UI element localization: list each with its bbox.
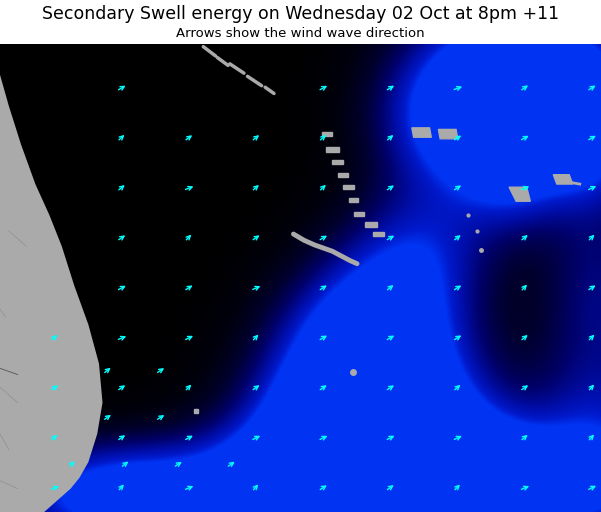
Polygon shape bbox=[509, 187, 530, 201]
Polygon shape bbox=[554, 175, 573, 184]
Polygon shape bbox=[343, 185, 353, 189]
Polygon shape bbox=[0, 75, 103, 512]
Polygon shape bbox=[365, 222, 377, 227]
Polygon shape bbox=[438, 130, 458, 139]
Polygon shape bbox=[332, 160, 343, 164]
Polygon shape bbox=[338, 173, 348, 177]
Polygon shape bbox=[349, 198, 358, 202]
Polygon shape bbox=[326, 147, 338, 152]
Polygon shape bbox=[322, 132, 332, 136]
Polygon shape bbox=[353, 212, 364, 216]
Polygon shape bbox=[412, 128, 432, 137]
Text: Secondary Swell energy on Wednesday 02 Oct at 8pm +11: Secondary Swell energy on Wednesday 02 O… bbox=[42, 5, 559, 23]
Text: Arrows show the wind wave direction: Arrows show the wind wave direction bbox=[176, 28, 425, 40]
Polygon shape bbox=[373, 232, 383, 236]
